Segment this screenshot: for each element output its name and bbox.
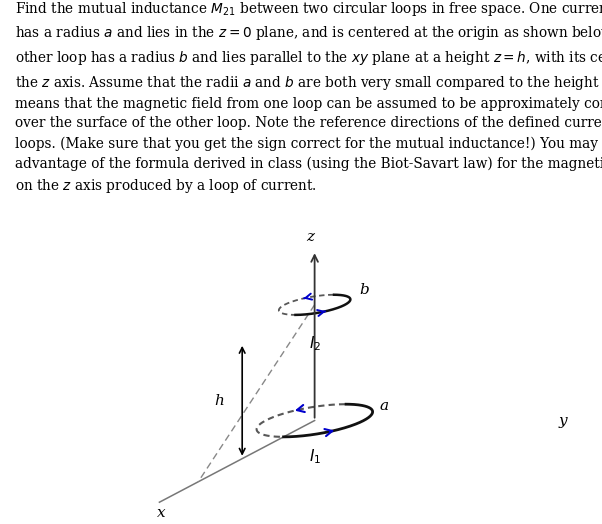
Text: b: b xyxy=(359,283,369,297)
Text: $I_2$: $I_2$ xyxy=(309,335,321,354)
Text: a: a xyxy=(379,399,388,412)
Text: z: z xyxy=(306,230,314,244)
Text: y: y xyxy=(558,413,567,428)
Text: x: x xyxy=(157,506,166,520)
Text: $I_1$: $I_1$ xyxy=(308,448,321,466)
Text: Find the mutual inductance $M_{21}$ between two circular loops in free space. On: Find the mutual inductance $M_{21}$ betw… xyxy=(15,0,602,195)
Text: h: h xyxy=(214,394,224,408)
